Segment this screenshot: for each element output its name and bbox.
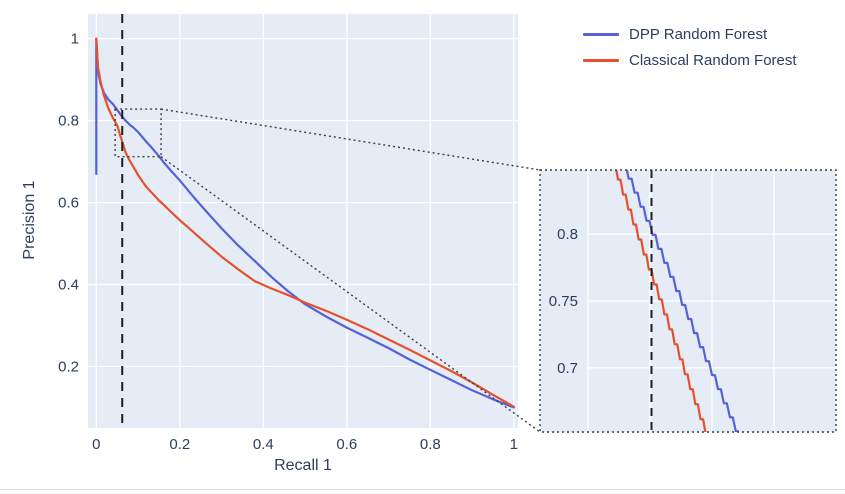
x-axis-title: Recall 1 — [274, 457, 332, 474]
legend-line-swatch-classical — [583, 59, 619, 62]
main-plot-area — [88, 14, 518, 428]
main-x-tick-label: 0.6 — [336, 436, 357, 453]
inset-series-line-dpp — [625, 170, 739, 432]
main-x-tick-label: 0.2 — [169, 436, 190, 453]
main-x-tick-label: 0 — [92, 436, 100, 453]
legend: DPP Random Forest Classical Random Fores… — [583, 26, 797, 69]
zoom-connector-top — [160, 108, 541, 171]
main-x-tick-label: 1 — [510, 436, 518, 453]
main-y-tick-label: 0.4 — [58, 277, 79, 294]
legend-label-classical: Classical Random Forest — [629, 52, 797, 69]
main-y-tick-label: 0.6 — [58, 195, 79, 212]
inset-y-tick-label: 0.75 — [549, 293, 578, 310]
zoom-connector-bottom — [160, 156, 541, 433]
legend-label-dpp: DPP Random Forest — [629, 26, 768, 43]
main-series-line-dpp — [95, 37, 515, 409]
main-y-tick-label: 0.8 — [58, 113, 79, 130]
main-y-tick-label: 1 — [71, 31, 79, 48]
inset-panel-border — [539, 169, 837, 433]
legend-item-classical[interactable]: Classical Random Forest — [583, 52, 797, 69]
bottom-divider — [0, 489, 845, 490]
legend-item-dpp[interactable]: DPP Random Forest — [583, 26, 797, 43]
inset-y-tick-label: 0.8 — [557, 226, 578, 243]
inset-series-line-classical — [615, 170, 707, 432]
main-series-line-classical — [95, 37, 515, 408]
main-x-tick-label: 0.4 — [253, 436, 274, 453]
main-x-tick-label: 0.8 — [420, 436, 441, 453]
legend-line-swatch-dpp — [583, 33, 619, 36]
inset-y-tick-label: 0.7 — [557, 360, 578, 377]
y-axis-title: Precision 1 — [21, 180, 38, 260]
main-y-tick-label: 0.2 — [58, 359, 79, 376]
zoom-region-rect — [114, 108, 162, 158]
